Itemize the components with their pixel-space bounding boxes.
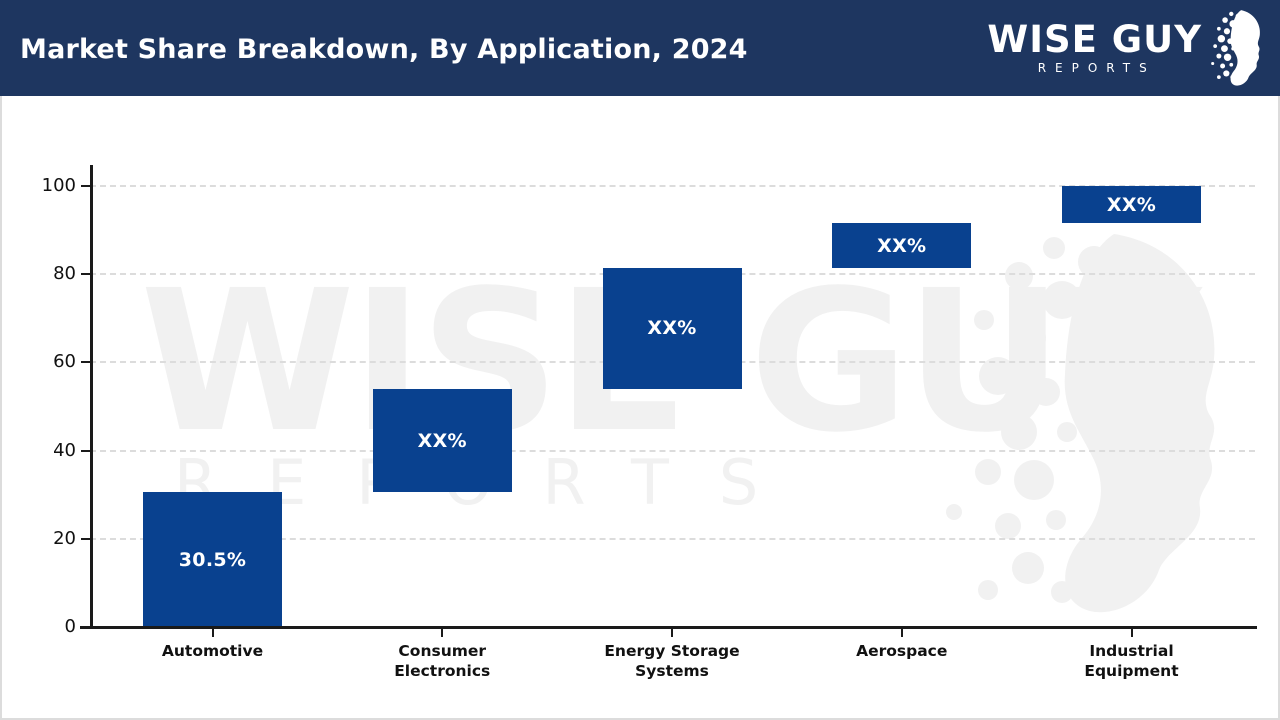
- x-axis-line: [80, 626, 1257, 629]
- x-tick-3: [900, 628, 903, 637]
- y-tick-label-60: 60: [53, 351, 76, 373]
- brand-logo: WISE GUY REPORTS: [987, 6, 1266, 90]
- y-tick-label-80: 80: [53, 263, 76, 285]
- gridline-100: [90, 185, 1255, 187]
- y-tick-100: [81, 185, 90, 187]
- x-tick-2: [671, 628, 673, 637]
- logo-text: WISE GUY REPORTS: [987, 18, 1202, 75]
- y-tick-label-40: 40: [53, 439, 76, 461]
- logo-subtext: REPORTS: [1037, 60, 1156, 75]
- bar-automotive: 30.5%: [143, 492, 282, 627]
- y-tick-label-0: 0: [64, 616, 76, 637]
- category-label-4: Industrial Equipment: [1084, 642, 1179, 681]
- x-tick-0: [211, 628, 214, 637]
- logo-face-icon: [1211, 10, 1260, 86]
- gridline-20: [90, 537, 1255, 540]
- category-label-0: Automotive: [161, 642, 264, 660]
- category-label-3: Aerospace: [856, 642, 948, 660]
- category-label-2: Energy Storage Systems: [604, 642, 740, 681]
- y-tick-label-100: 100: [41, 175, 76, 196]
- gridline-40: [90, 449, 1255, 452]
- x-tick-4: [1130, 628, 1133, 637]
- bar-consumer-electronics: XX%: [372, 388, 512, 493]
- category-label-1: Consumer Electronics: [394, 642, 491, 681]
- y-tick-40: [81, 449, 90, 452]
- bar-energy-storage-systems: XX%: [602, 267, 742, 389]
- bar-value-label: XX%: [647, 317, 697, 340]
- y-tick-20: [81, 537, 90, 540]
- chart-area: WISE GUY REPORTS 02040608010030.5%Automo…: [0, 96, 1280, 720]
- y-tick-60: [81, 361, 90, 364]
- y-tick-label-20: 20: [53, 527, 76, 549]
- bar-value-label: XX%: [1106, 193, 1157, 216]
- watermark-face-icon: [946, 234, 1215, 613]
- header: Market Share Breakdown, By Application, …: [0, 0, 1280, 96]
- bar-value-label: XX%: [417, 429, 467, 452]
- y-tick-80: [81, 273, 90, 276]
- bar-aerospace: XX%: [832, 223, 972, 268]
- bar-value-label: 30.5%: [178, 548, 247, 571]
- bar-industrial-equipment: XX%: [1062, 186, 1201, 224]
- bar-value-label: XX%: [877, 234, 927, 257]
- y-axis-line: [90, 165, 93, 628]
- logo-wordmark: WISE GUY: [987, 18, 1202, 62]
- page-title: Market Share Breakdown, By Application, …: [20, 34, 748, 65]
- x-tick-1: [441, 628, 444, 637]
